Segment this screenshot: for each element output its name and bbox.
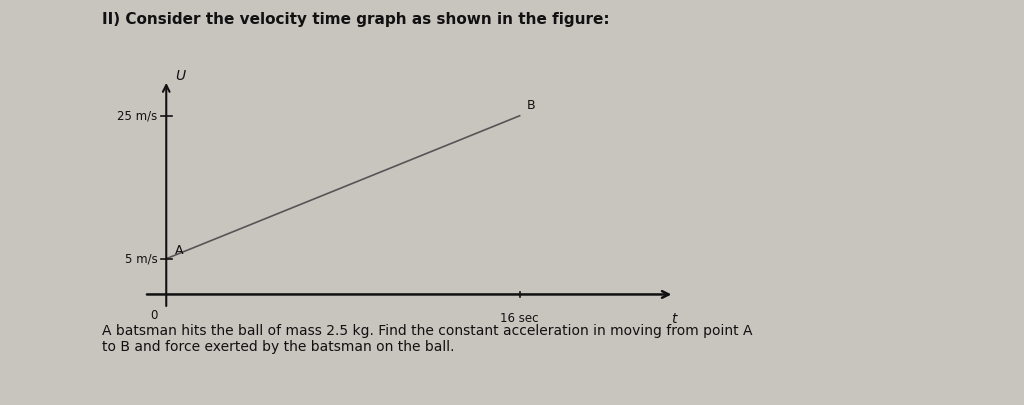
- Text: U: U: [175, 70, 185, 83]
- Text: 5 m/s: 5 m/s: [125, 252, 158, 265]
- Text: II) Consider the velocity time graph as shown in the figure:: II) Consider the velocity time graph as …: [102, 12, 610, 27]
- Text: t: t: [672, 312, 677, 326]
- Text: 25 m/s: 25 m/s: [117, 109, 158, 122]
- Text: A: A: [175, 243, 183, 257]
- Text: 0: 0: [151, 309, 158, 322]
- Text: B: B: [526, 99, 535, 112]
- Text: A batsman hits the ball of mass 2.5 kg. Find the constant acceleration in moving: A batsman hits the ball of mass 2.5 kg. …: [102, 324, 753, 354]
- Text: 16 sec: 16 sec: [501, 312, 539, 325]
